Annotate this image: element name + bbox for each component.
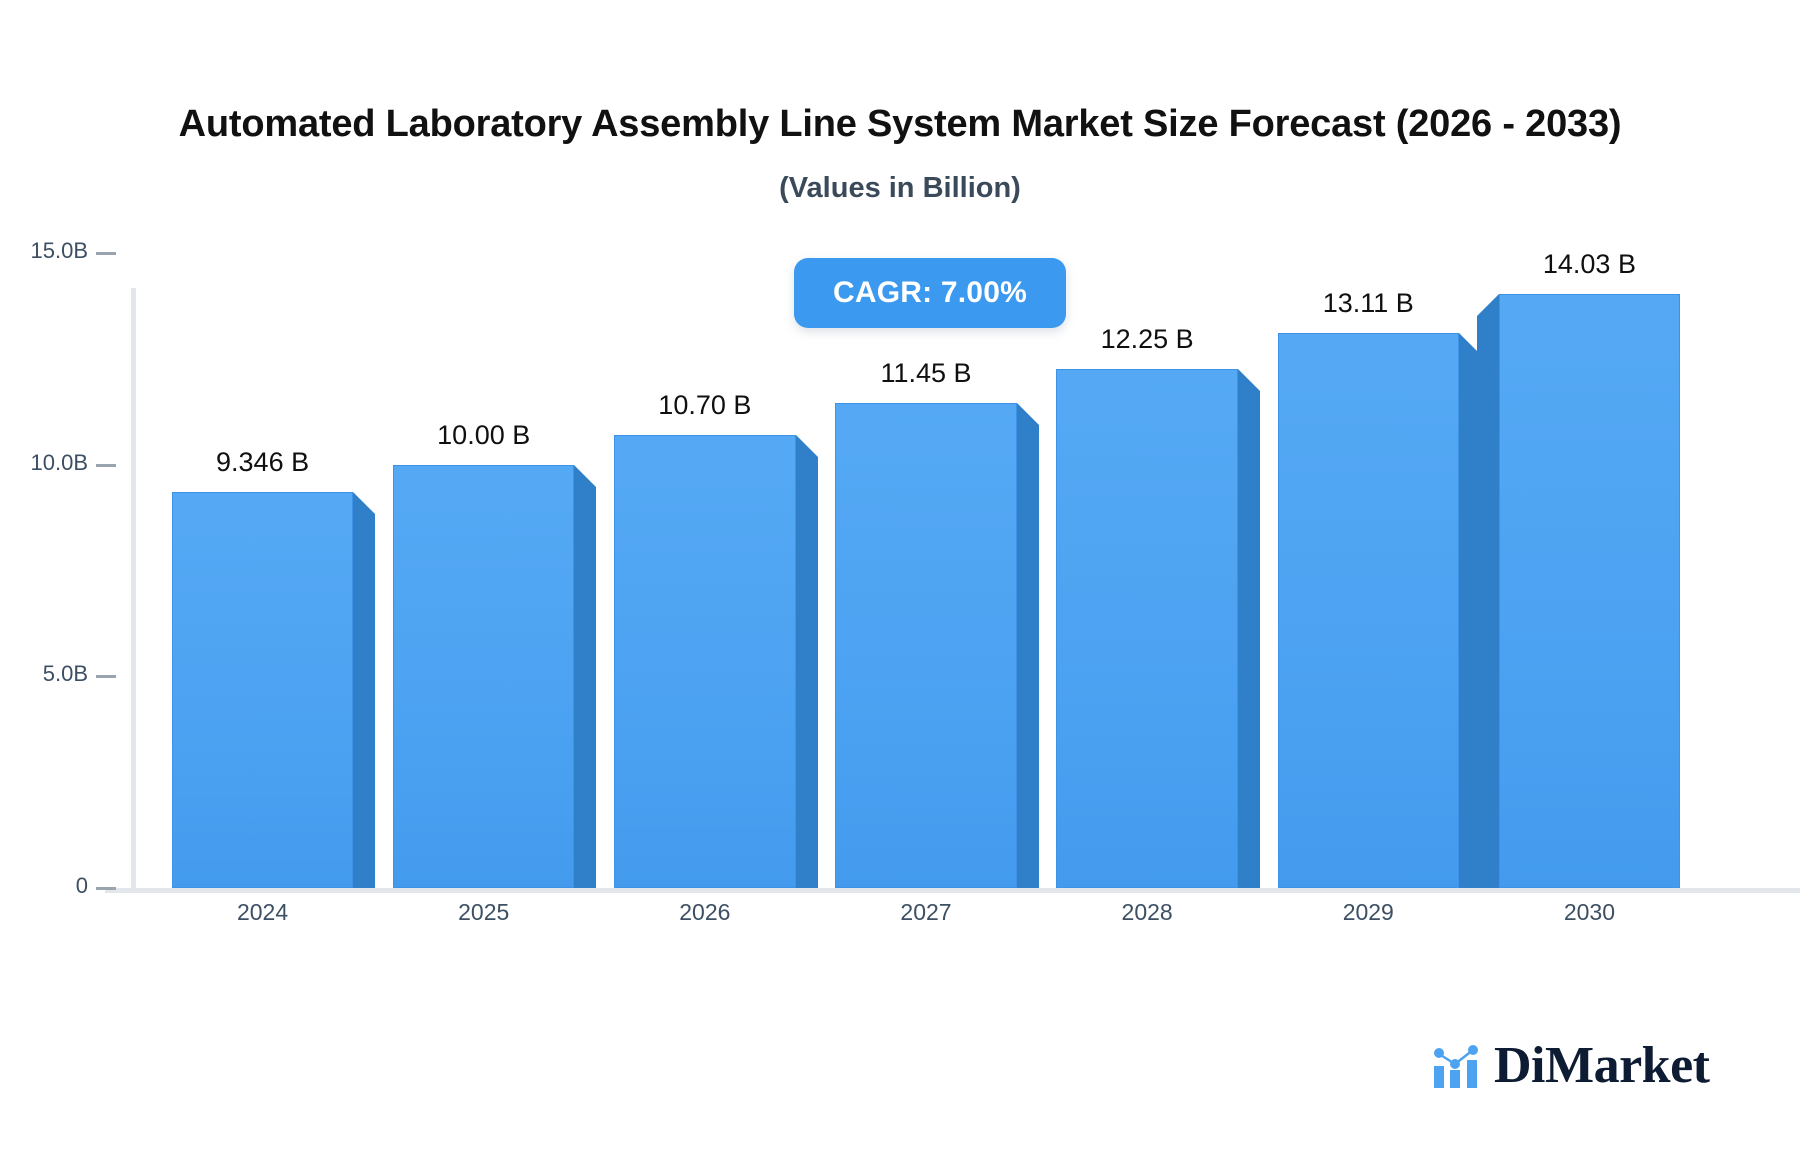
bar-value-label: 13.11 B: [1322, 288, 1414, 318]
y-tick-label: 0: [75, 873, 88, 898]
bar-top-bevel: [1016, 403, 1039, 426]
y-tick-mark: [96, 675, 116, 679]
bar-value-label: 14.03 B: [1542, 249, 1636, 280]
bar-front-face: [835, 403, 1017, 888]
bar-2027[interactable]: [835, 403, 1039, 888]
bar-2030[interactable]: [1476, 294, 1681, 888]
bar-top-bevel: [1476, 294, 1499, 317]
bar-top-bevel: [1237, 369, 1260, 392]
bar-value-label: 9.346 B: [216, 447, 310, 478]
bar-side-face: [353, 514, 376, 888]
bar-side-face: [1476, 316, 1499, 888]
y-tick-mark: [96, 887, 116, 890]
bar-front-face: [614, 435, 796, 888]
x-tick-label: 2027: [900, 899, 952, 925]
bar-side-face: [795, 457, 818, 888]
bar-value-label: 10.00 B: [437, 419, 531, 450]
bar-2025[interactable]: [393, 464, 597, 888]
cagr-badge-label: CAGR: 7.00%: [833, 276, 1027, 309]
logo-text: DiMarket: [1494, 1037, 1710, 1094]
bar-front-face: [1056, 369, 1238, 888]
bar-side-face: [1458, 355, 1481, 888]
x-tick-label: 2029: [1342, 899, 1394, 925]
y-tick-label: 10.0B: [30, 449, 89, 475]
bar-2028[interactable]: [1056, 369, 1260, 888]
bar-side-face: [574, 486, 597, 888]
x-tick-label: 2024: [236, 899, 289, 925]
bar-front-face: [1498, 294, 1681, 888]
chart-subtitle: (Values in Billion): [779, 172, 1021, 204]
bar-front-face: [1277, 333, 1459, 888]
dimarket-logo: DiMarket: [1430, 1037, 1710, 1094]
bar-side-face: [1237, 391, 1260, 888]
y-axis-line: [131, 288, 136, 890]
bar-value-label: 12.25 B: [1100, 324, 1194, 355]
x-tick-label: 2026: [679, 899, 731, 925]
bar-2024[interactable]: [171, 492, 376, 888]
bar-top-bevel: [1458, 333, 1481, 355]
bar-side-face: [1016, 425, 1039, 888]
x-tick-label: 2025: [458, 899, 510, 925]
x-tick-label: 2030: [1563, 899, 1615, 925]
bar-front-face: [393, 464, 575, 888]
bar-value-label: 10.70 B: [658, 390, 752, 421]
bar-chart-icon: [1430, 1042, 1482, 1090]
bar-top-bevel: [795, 435, 818, 458]
y-tick-mark: [96, 252, 116, 255]
bar-front-face: [171, 492, 354, 888]
cagr-badge: CAGR: 7.00%: [794, 258, 1066, 328]
x-tick-label: 2028: [1121, 899, 1173, 925]
bar-top-bevel: [574, 464, 597, 487]
bar-2029[interactable]: [1277, 333, 1481, 888]
bar-value-label: 11.45 B: [880, 358, 972, 389]
y-tick-mark: [96, 463, 116, 467]
y-tick-label: 5.0B: [42, 661, 88, 687]
x-axis-line: [105, 888, 1800, 893]
bar-top-bevel: [353, 492, 376, 515]
bar-2026[interactable]: [614, 435, 818, 888]
y-tick-label: 15.0B: [30, 238, 89, 263]
chart-title: Automated Laboratory Assembly Line Syste…: [178, 103, 1622, 145]
